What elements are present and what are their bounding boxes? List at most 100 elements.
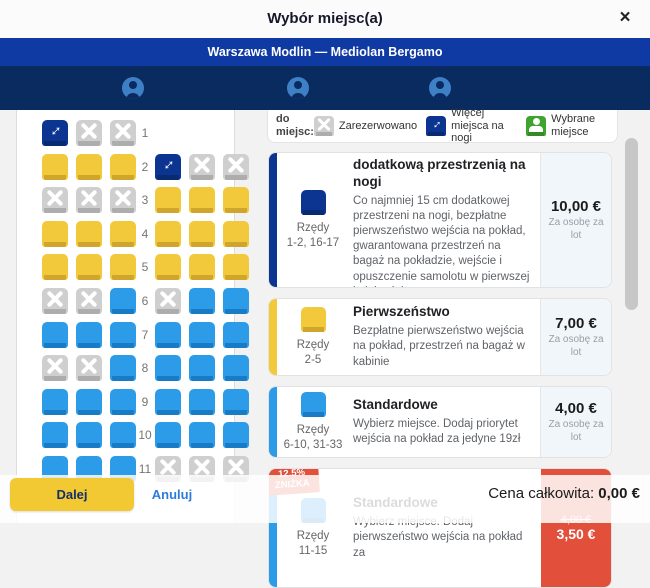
legend-label: do miejsc: bbox=[276, 112, 314, 138]
seat-row-number: 2 bbox=[141, 159, 149, 174]
seat-priority[interactable] bbox=[223, 254, 249, 281]
seat-standard[interactable] bbox=[189, 388, 215, 415]
legend-item-label: Wybrane miejsce bbox=[551, 113, 596, 138]
seat-row-number: 1 bbox=[141, 126, 149, 140]
seat-priority[interactable] bbox=[223, 220, 249, 247]
seat-taken bbox=[110, 120, 136, 146]
seat-standard[interactable] bbox=[110, 321, 136, 348]
seat-taken bbox=[76, 187, 102, 214]
seat-row-number: 4 bbox=[141, 226, 149, 241]
seat-standard[interactable] bbox=[42, 388, 68, 415]
seat-priority[interactable] bbox=[42, 153, 68, 180]
passenger-icon[interactable] bbox=[122, 77, 144, 99]
card-price: 3,50 € bbox=[556, 526, 596, 542]
seat-taken bbox=[223, 153, 249, 180]
card-title: Standardowe bbox=[353, 396, 438, 412]
seat-standard[interactable] bbox=[189, 422, 215, 449]
seat-standard[interactable] bbox=[223, 388, 249, 415]
card-price-box: 4,00 € Za osobę za lot bbox=[540, 387, 611, 457]
scrollbar-thumb[interactable] bbox=[625, 138, 638, 310]
seat-taken bbox=[110, 187, 136, 214]
card-rows-range: Rzędy 6-10, 31-33 bbox=[283, 423, 343, 451]
card-price: 4,00 € bbox=[555, 400, 597, 417]
seat-row-number: 8 bbox=[141, 361, 149, 376]
route-bar: Warszawa Modlin — Mediolan Bergamo bbox=[0, 38, 650, 66]
taken-seat-icon bbox=[313, 116, 334, 136]
seat-standard[interactable] bbox=[155, 388, 181, 415]
seat-priority[interactable] bbox=[76, 220, 102, 247]
seat-standard[interactable] bbox=[110, 288, 136, 314]
card-price: 7,00 € bbox=[555, 315, 597, 332]
seat-priority[interactable] bbox=[189, 254, 215, 281]
seat-category-card: Rzędy 2-5 Pierwszeństwo Bezpłatne pierwszeń… bbox=[268, 298, 612, 376]
card-description: Co najmniej 15 cm dodatkowej przestrzeni… bbox=[353, 194, 530, 287]
seat-priority[interactable] bbox=[223, 187, 249, 214]
seat-legroom[interactable]: ↔ bbox=[155, 152, 181, 180]
seat-taken bbox=[76, 288, 102, 314]
seat-priority[interactable] bbox=[155, 187, 181, 214]
close-icon[interactable]: × bbox=[619, 7, 631, 28]
seat-taken bbox=[76, 120, 102, 146]
seat-standard[interactable] bbox=[155, 355, 181, 382]
passenger-icon[interactable] bbox=[429, 77, 451, 99]
seat-standard[interactable] bbox=[76, 422, 102, 449]
seat-priority[interactable] bbox=[189, 187, 215, 214]
seat-standard[interactable] bbox=[155, 422, 181, 449]
seat-standard[interactable] bbox=[110, 422, 136, 449]
seat-taken bbox=[76, 355, 102, 382]
card-text: Pierwszeństwo z dodatkową przestrzenią n… bbox=[349, 153, 540, 287]
seat-taken bbox=[42, 355, 68, 382]
seat-standard[interactable] bbox=[76, 388, 102, 415]
seat-taken bbox=[155, 288, 181, 314]
dialog-titlebar: Wybór miejsc(a) × bbox=[0, 0, 650, 39]
seat-standard[interactable] bbox=[223, 422, 249, 449]
seat-map-panel: ↔ 1 ↔ 2 3 4 5 6 7 8 9 10 11 bbox=[16, 110, 249, 523]
seat-priority[interactable] bbox=[155, 254, 181, 281]
card-title: Pierwszeństwo z dodatkową przestrzenią n… bbox=[353, 153, 526, 189]
seat-priority[interactable] bbox=[110, 254, 136, 281]
seat-taken bbox=[42, 187, 68, 214]
seat-standard[interactable] bbox=[189, 355, 215, 382]
passenger-icon[interactable] bbox=[287, 77, 309, 99]
seat-row-number: 3 bbox=[141, 193, 149, 208]
seat-standard[interactable] bbox=[223, 321, 249, 348]
seat-priority[interactable] bbox=[110, 220, 136, 247]
seat-priority[interactable] bbox=[155, 220, 181, 247]
seat-standard[interactable] bbox=[189, 288, 215, 314]
seat-priority[interactable] bbox=[110, 153, 136, 180]
seat-standard[interactable] bbox=[42, 422, 68, 449]
seat-priority[interactable] bbox=[76, 153, 102, 180]
seat-taken bbox=[189, 153, 215, 180]
card-rows-range: Rzędy 1-2, 16-17 bbox=[286, 221, 340, 249]
seat-priority[interactable] bbox=[42, 254, 68, 281]
card-seat-info: Rzędy 1-2, 16-17 bbox=[277, 153, 349, 287]
seat-standard[interactable] bbox=[76, 321, 102, 348]
legend-item-selected: Wybrane miejsce bbox=[526, 113, 607, 138]
card-seat-info: Rzędy 2-5 bbox=[277, 299, 349, 375]
seat-row-number: 7 bbox=[141, 327, 149, 342]
card-price-box: 7,00 € Za osobę za lot bbox=[540, 299, 611, 375]
card-price-unit: Za osobę za lot bbox=[548, 334, 604, 358]
cancel-button[interactable]: Anuluj bbox=[140, 478, 204, 511]
legroom-seat-icon: ↔ bbox=[426, 114, 447, 136]
legroom-seat-icon bbox=[300, 189, 326, 215]
seat-standard[interactable] bbox=[42, 321, 68, 348]
legend-item-legroom: ↔ Więcej miejsca na nogi bbox=[426, 107, 517, 145]
card-accent-bar bbox=[269, 153, 277, 287]
seat-standard[interactable] bbox=[110, 388, 136, 415]
legend-item-label: Zarezerwowano bbox=[338, 119, 418, 132]
next-button[interactable]: Dalej bbox=[10, 478, 134, 511]
card-text: Standardowe Wybierz miejsce. Dodaj priory… bbox=[349, 387, 540, 457]
seat-standard[interactable] bbox=[223, 355, 249, 382]
card-price: 10,00 € bbox=[550, 198, 602, 215]
seat-standard[interactable] bbox=[155, 321, 181, 348]
seat-standard[interactable] bbox=[223, 288, 249, 314]
seat-standard[interactable] bbox=[110, 355, 136, 382]
seat-legroom[interactable]: ↔ bbox=[42, 118, 68, 146]
seat-standard[interactable] bbox=[189, 321, 215, 348]
seat-priority[interactable] bbox=[189, 220, 215, 247]
seat-priority[interactable] bbox=[76, 254, 102, 281]
card-accent-bar bbox=[269, 299, 277, 375]
seat-priority[interactable] bbox=[42, 220, 68, 247]
